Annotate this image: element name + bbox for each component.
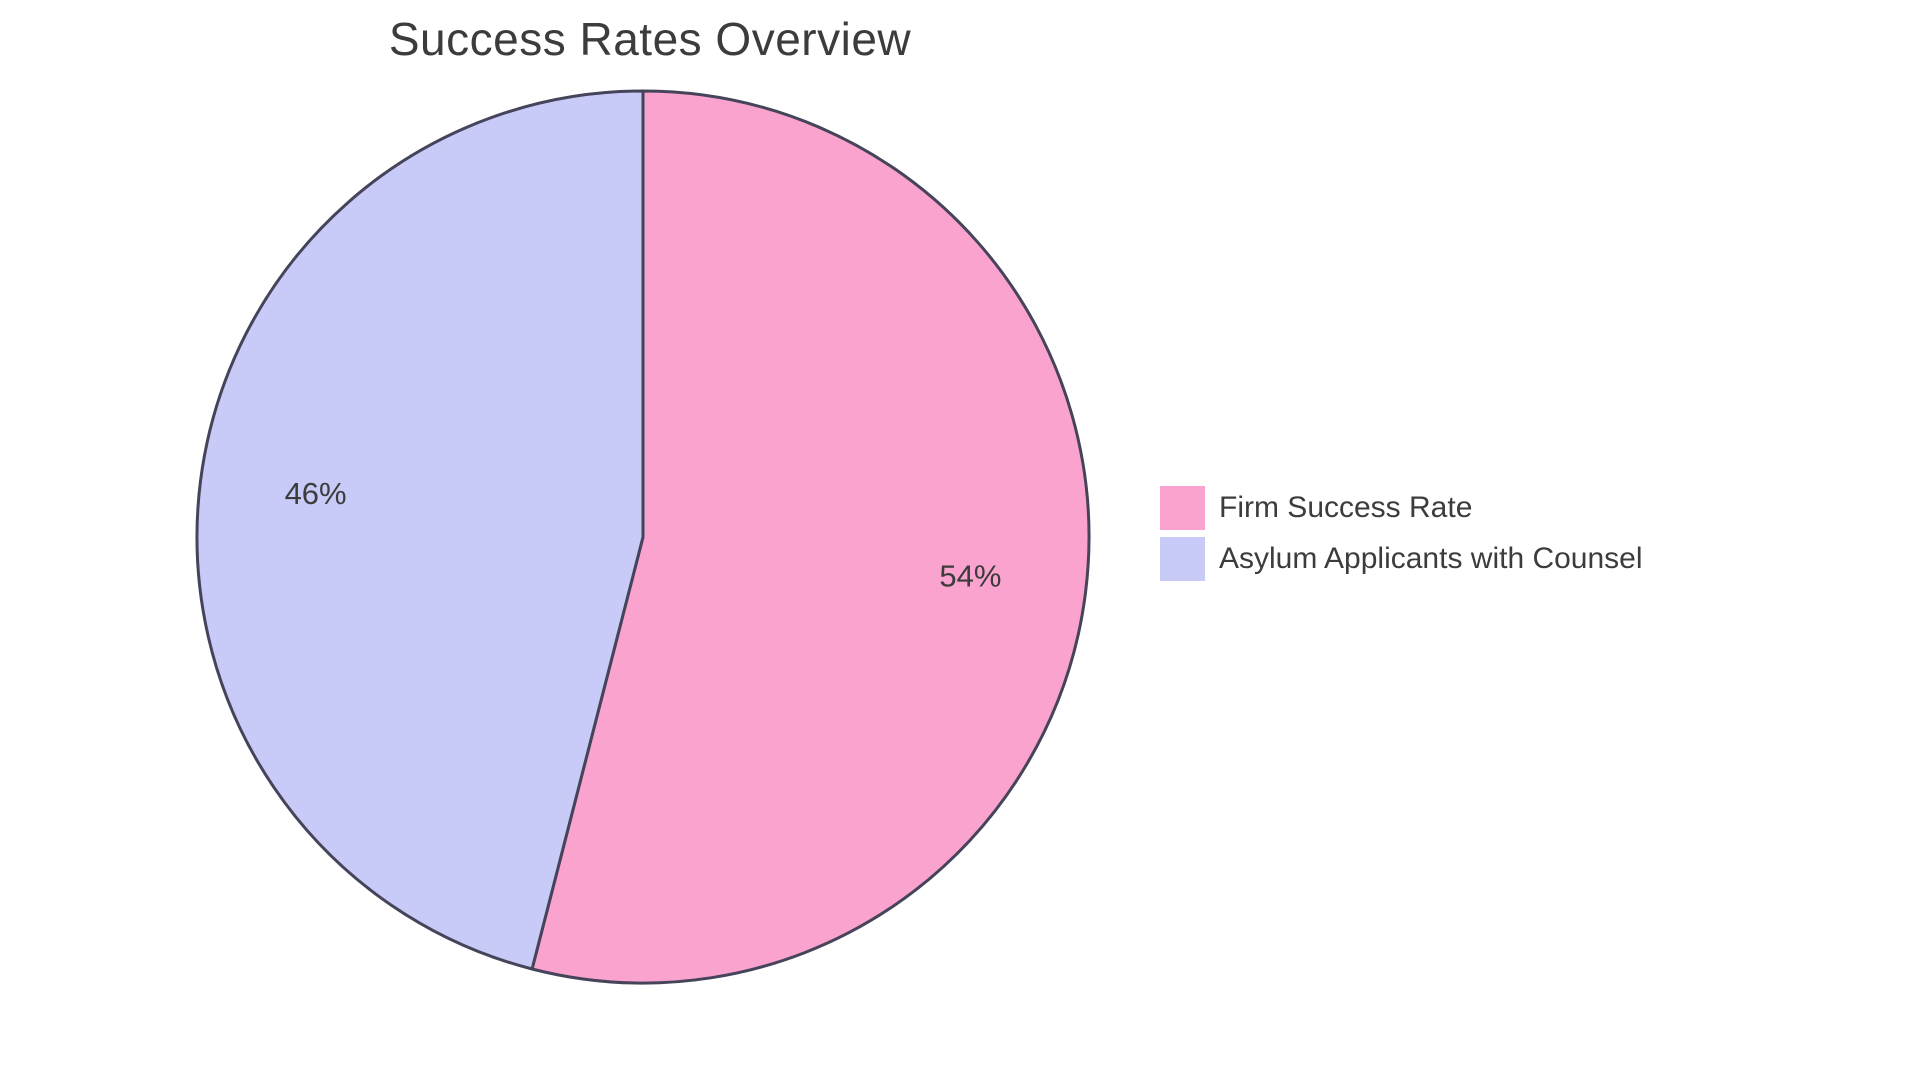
legend-swatch-asylum-applicants-with-counsel: [1160, 537, 1205, 581]
legend-label-asylum-applicants-with-counsel: Asylum Applicants with Counsel: [1219, 542, 1643, 575]
pie-percent-label-firm-success-rate: 54%: [939, 559, 1001, 594]
pie-percent-label-asylum-applicants-with-counsel: 46%: [285, 476, 347, 511]
pie-slice-firm-success-rate: [530, 89, 1091, 985]
legend: Firm Success Rate Asylum Applicants with …: [1160, 486, 1643, 581]
legend-swatch-firm-success-rate: [1160, 486, 1205, 530]
legend-item-asylum-applicants-with-counsel: Asylum Applicants with Counsel: [1160, 537, 1643, 581]
legend-item-firm-success-rate: Firm Success Rate: [1160, 486, 1643, 530]
pie-slice-asylum-applicants-with-counsel: [195, 89, 645, 971]
legend-label-firm-success-rate: Firm Success Rate: [1219, 491, 1473, 524]
chart-title: Success Rates Overview: [388, 13, 912, 65]
